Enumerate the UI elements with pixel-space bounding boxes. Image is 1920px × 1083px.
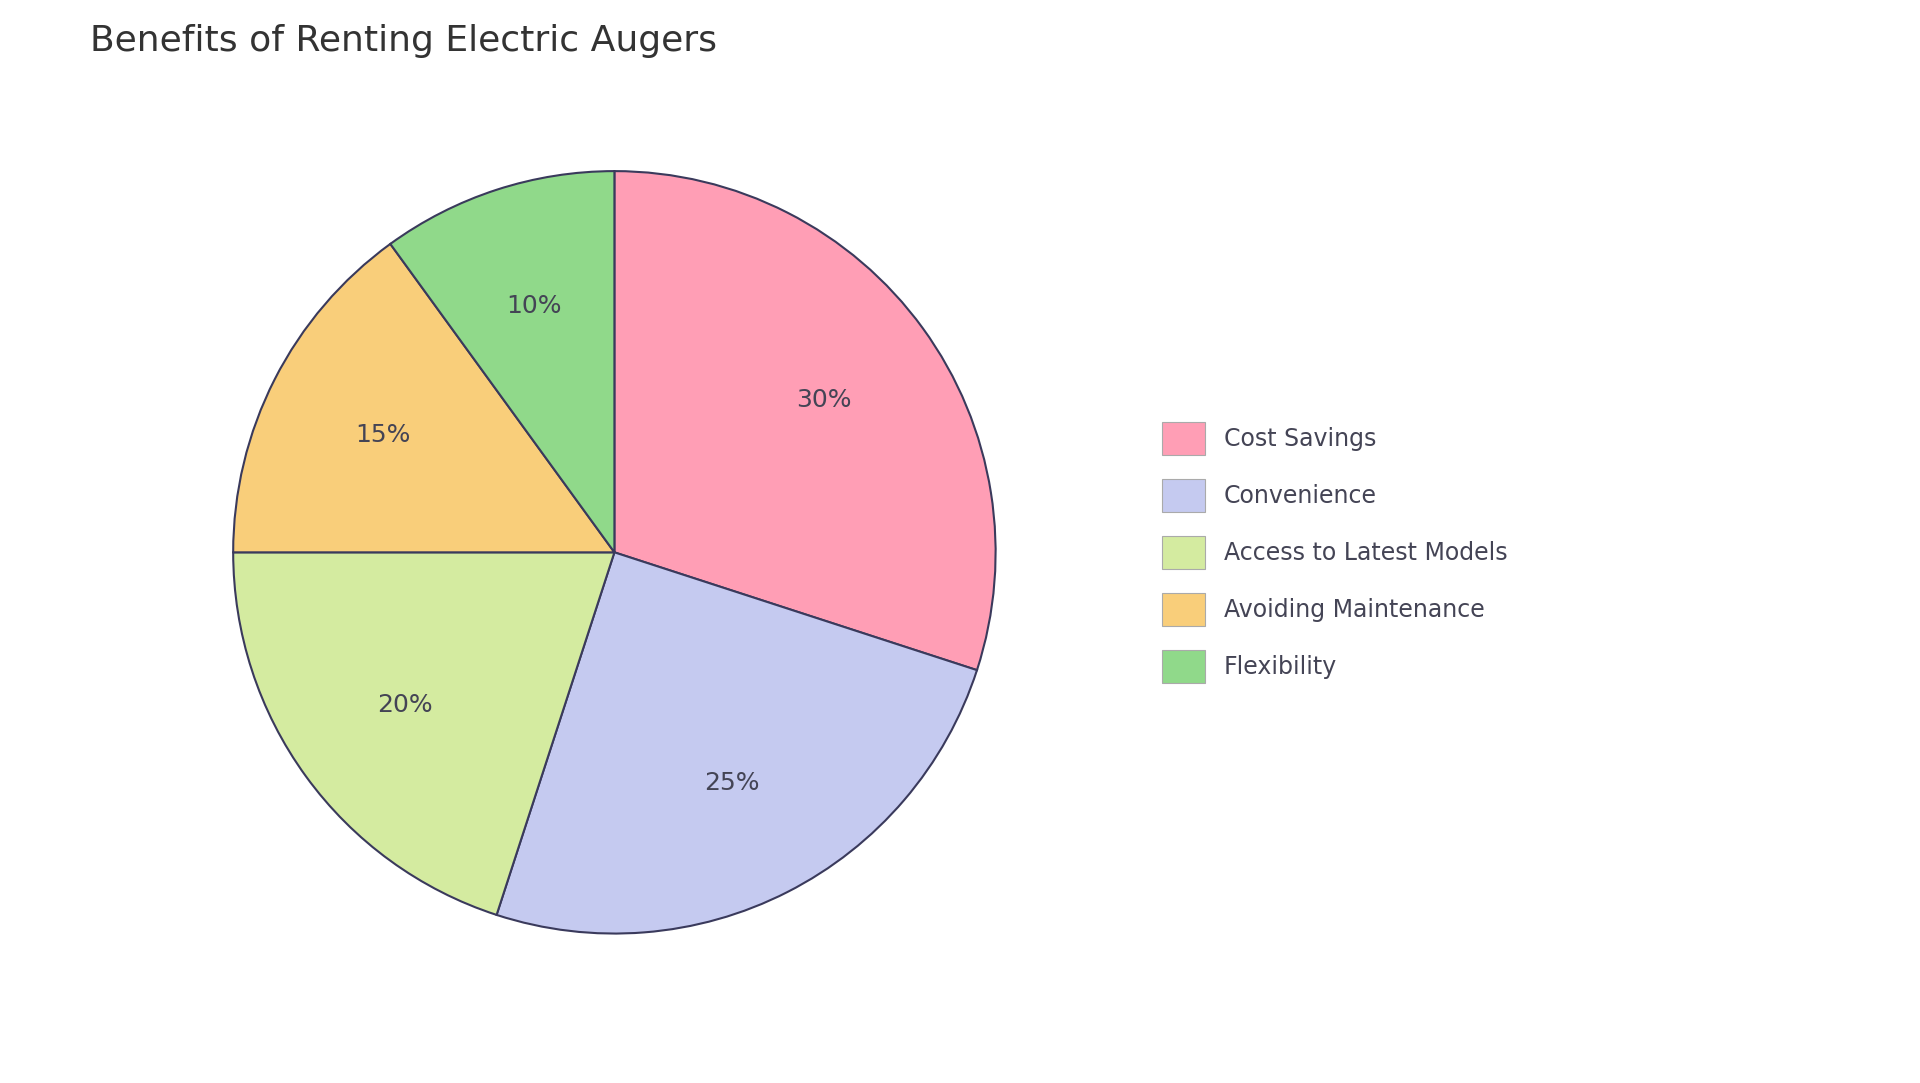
Wedge shape [232, 552, 614, 915]
Text: 30%: 30% [797, 388, 852, 412]
Text: 25%: 25% [705, 771, 760, 795]
Legend: Cost Savings, Convenience, Access to Latest Models, Avoiding Maintenance, Flexib: Cost Savings, Convenience, Access to Lat… [1150, 409, 1519, 695]
Wedge shape [390, 171, 614, 552]
Wedge shape [232, 244, 614, 552]
Text: 15%: 15% [355, 422, 411, 446]
Wedge shape [614, 171, 996, 670]
Text: 20%: 20% [376, 693, 432, 717]
Text: 10%: 10% [507, 293, 563, 317]
Wedge shape [497, 552, 977, 934]
Text: Benefits of Renting Electric Augers: Benefits of Renting Electric Augers [90, 24, 718, 57]
